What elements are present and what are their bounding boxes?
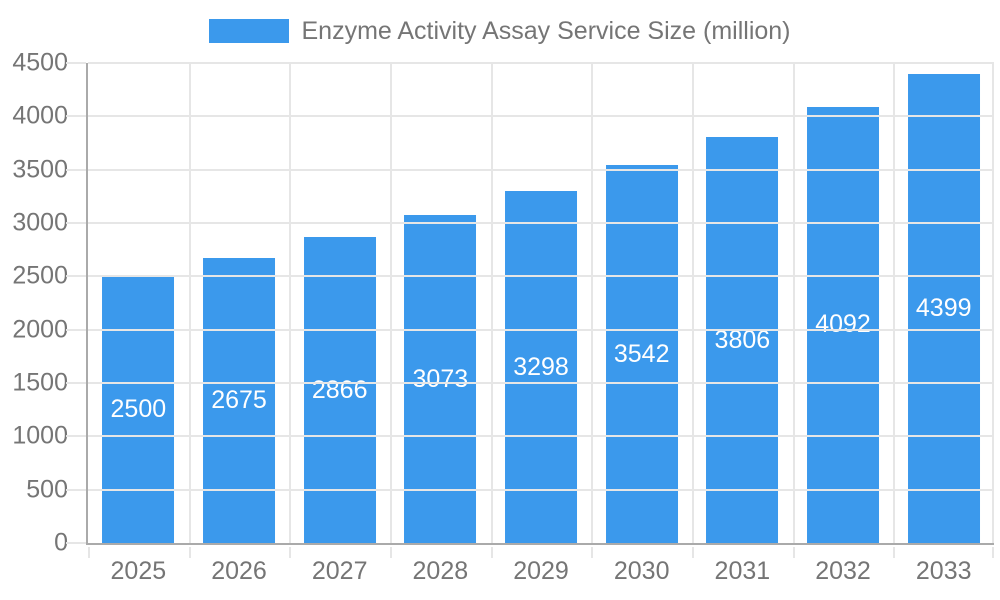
y-axis-tick: [66, 115, 86, 118]
plot-area: 0 500 1000 1500 2000 2500 3000 3500 4000 4500 250…: [12, 49, 994, 585]
bar-slot: 3806: [692, 63, 793, 543]
y-axis-tick: [66, 168, 86, 171]
bar-slot: 4092: [793, 63, 894, 543]
bar-2027[interactable]: 2866: [303, 237, 376, 543]
bar-value-label: 3542: [613, 339, 670, 368]
bar-slot: 2500: [88, 63, 189, 543]
y-axis-tick: [66, 542, 86, 544]
x-axis-tick: [188, 547, 191, 558]
x-tick-label: 2028: [412, 557, 469, 585]
y-axis-tick: [66, 328, 86, 331]
x-tick-label: 2033: [915, 557, 972, 585]
y-axis-tick: [66, 275, 86, 278]
x-axis-tick: [893, 547, 896, 558]
y-tick-label: 2500: [12, 261, 68, 290]
gridline-y: [88, 275, 994, 278]
legend[interactable]: Enzyme Activity Assay Service Size (mill…: [0, 17, 1000, 45]
gridline-x: [691, 63, 694, 543]
bar-value-label: 3073: [412, 364, 469, 393]
x-axis-tick: [289, 547, 292, 558]
bar-slot: 3073: [390, 63, 491, 543]
bar-slot: 4399: [893, 63, 994, 543]
x-axis-tick: [88, 547, 90, 558]
bar-slot: 2866: [289, 63, 390, 543]
y-tick-label: 4500: [12, 48, 68, 77]
x-tick-label: 2026: [211, 557, 267, 585]
y-tick-label: 3000: [12, 208, 68, 237]
bar-slot: 3298: [491, 63, 592, 543]
y-axis-labels: 0 500 1000 1500 2000 2500 3000 3500 4000 4500: [0, 49, 68, 557]
bar-2031[interactable]: 3806: [706, 137, 779, 543]
gridline-x: [188, 63, 191, 543]
y-tick-label: 1000: [12, 421, 68, 450]
bar-value-label: 4092: [815, 310, 871, 339]
y-tick-label: 2000: [12, 315, 68, 344]
bar-value-label: 2500: [110, 395, 167, 424]
bar-value-label: 2866: [311, 375, 368, 404]
x-tick-label: 2031: [714, 557, 771, 585]
x-axis-tick: [792, 547, 795, 558]
bar-2033[interactable]: 4399: [907, 73, 980, 543]
gridline-x: [389, 63, 392, 543]
y-tick-label: 0: [54, 528, 68, 557]
gridline-x: [893, 63, 896, 543]
gridline-y: [88, 168, 994, 171]
gridline-y: [88, 382, 994, 385]
gridline-y: [88, 62, 994, 64]
gridline-x: [792, 63, 795, 543]
x-axis-tick: [490, 547, 493, 558]
y-axis-tick: [66, 222, 86, 225]
x-tick-label: 2030: [613, 557, 670, 585]
gridline-x: [591, 63, 594, 543]
y-axis-tick: [66, 488, 86, 491]
x-tick-label: 2025: [110, 557, 167, 585]
bar-value-label: 4399: [915, 293, 972, 322]
bar-2026[interactable]: 2675: [203, 257, 275, 543]
bar-2030[interactable]: 3542: [605, 165, 678, 543]
gridline-x: [289, 63, 292, 543]
bar-2032[interactable]: 4092: [807, 106, 880, 543]
bar-2028[interactable]: 3073: [404, 215, 477, 543]
y-tick-label: 1500: [12, 368, 68, 397]
x-tick-label: 2027: [311, 557, 368, 585]
y-tick-label: 3500: [12, 155, 68, 184]
y-axis-tick: [66, 435, 86, 438]
y-axis-tick: [66, 62, 86, 64]
gridline-y: [88, 222, 994, 225]
x-axis-tick: [992, 547, 994, 558]
x-axis-tick: [691, 547, 694, 558]
x-axis-labels: 2025 2026 2027 2028 2029 2030 2031 2032 2033: [88, 557, 994, 586]
gridline-y: [88, 328, 994, 331]
legend-swatch: [209, 19, 290, 43]
bar-2029[interactable]: 3298: [505, 191, 577, 543]
x-axis-tick: [389, 547, 392, 558]
bar-value-label: 3298: [513, 352, 569, 381]
gridline-y: [88, 435, 994, 438]
y-axis-tick: [66, 382, 86, 385]
bar-value-label: 2675: [211, 385, 267, 414]
bar-2025[interactable]: 2500: [102, 276, 175, 543]
x-tick-label: 2029: [513, 557, 569, 585]
bar-slot: 2675: [189, 63, 290, 543]
bar-slot: 3542: [591, 63, 692, 543]
bar-slots: 2500 2675 2866 3073 3298 3542 3806 4092 4399: [88, 63, 994, 543]
gridline-y: [88, 115, 994, 118]
gridline-x: [490, 63, 493, 543]
y-tick-label: 4000: [12, 101, 68, 130]
y-tick-label: 500: [26, 475, 68, 504]
gridline-y: [88, 488, 994, 491]
gridline-x: [992, 63, 994, 543]
x-tick-label: 2032: [815, 557, 871, 585]
x-axis-tick: [591, 547, 594, 558]
legend-label: Enzyme Activity Assay Service Size (mill…: [301, 16, 791, 45]
